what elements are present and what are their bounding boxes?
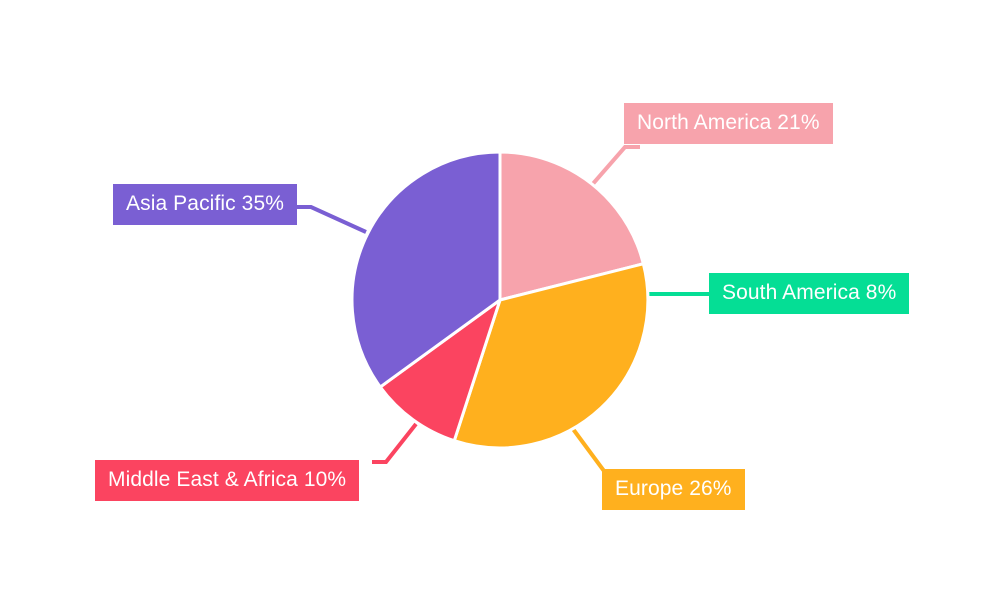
pie-label-north-america[interactable]: North America 21%	[624, 103, 833, 144]
pie-slice-asia-pacific[interactable]	[350, 150, 502, 389]
leader-line-north-america	[589, 145, 640, 188]
leader-line-middle-east-africa	[372, 422, 418, 464]
pie-label-south-america[interactable]: South America 8%	[709, 273, 910, 314]
pie-label-middle-east-africa[interactable]: Middle East & Africa 10%	[95, 460, 360, 501]
pie-slice-middle-east-africa[interactable]	[378, 298, 502, 443]
pie-wedges	[350, 150, 650, 450]
pie-label-europe[interactable]: Europe 26%	[602, 469, 745, 510]
pie-slice-europe[interactable]	[452, 262, 650, 450]
leader-line-europe	[571, 427, 618, 473]
pie-label-asia-pacific[interactable]: Asia Pacific 35%	[113, 184, 298, 225]
leader-line-asia-pacific	[297, 205, 367, 234]
